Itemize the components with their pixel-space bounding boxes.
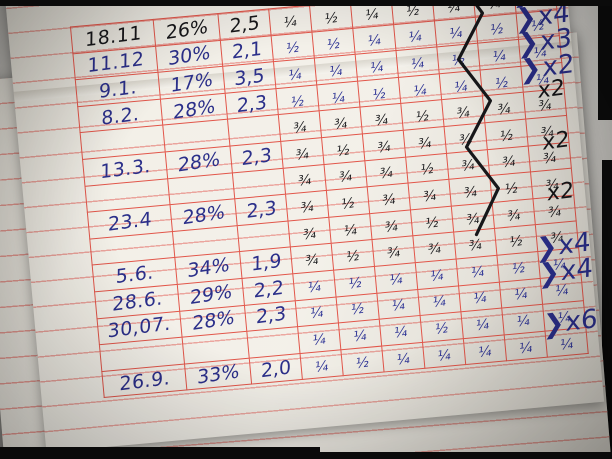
image-border-top [0, 0, 612, 6]
multiplier-label: ❯x4 [538, 252, 594, 290]
multiplier-label: x2 [542, 126, 570, 156]
desk-shadow-right-top [598, 0, 612, 120]
image-border-bottom-left [0, 447, 320, 459]
multiplier-label: x2 [537, 75, 565, 105]
brace-icon: ❯ [542, 307, 565, 341]
handwritten-table-wrapper: 18.1126%2,5¼½¼½¼¼¼11.1230%2,1½½¼¼¼½½9.1.… [4, 0, 604, 452]
multiplier-label: ❯x6 [542, 303, 598, 341]
multiplier-label: x2 [546, 177, 575, 207]
brace-icon: ❯ [538, 256, 561, 290]
